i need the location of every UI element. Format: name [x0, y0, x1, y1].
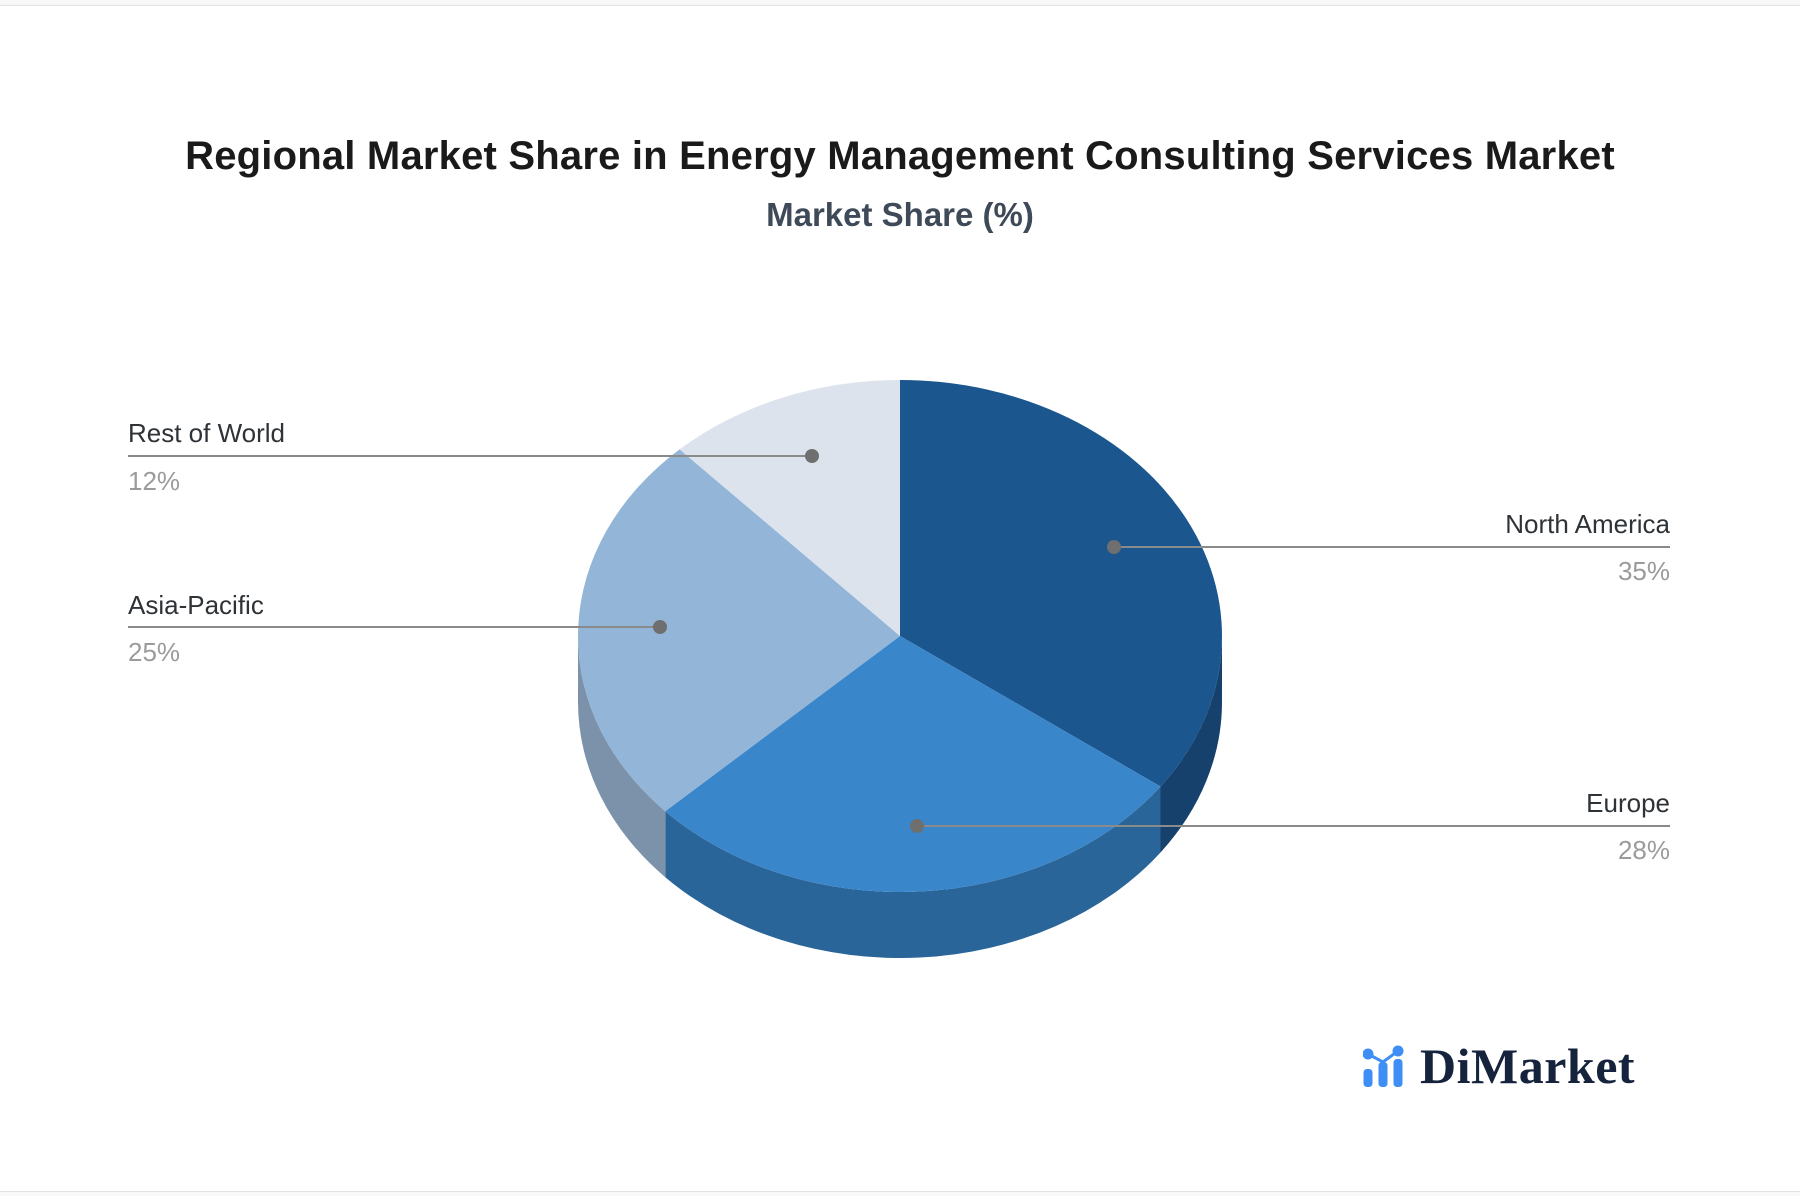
slice-label-rest-of-world: Rest of World: [128, 418, 286, 448]
pie-slice-side: [1160, 636, 1222, 853]
page-top-edge: [0, 0, 1800, 6]
pie-slice-asia-pacific[interactable]: [577, 449, 900, 812]
pie-slice-rest-of-world[interactable]: [679, 380, 900, 636]
slice-label-north-america: North America: [1505, 509, 1670, 539]
leader-dot-europe: [910, 819, 924, 833]
leader-line-europe: [917, 825, 1670, 827]
bar-chart-trend-icon: [1363, 1045, 1404, 1087]
leader-dot-asia-pacific: [653, 620, 667, 634]
dimarket-logo-text: DiMarket: [1420, 1038, 1636, 1094]
pie-slice-europe[interactable]: [665, 636, 1161, 892]
slice-percent-asia-pacific: 25%: [128, 637, 181, 667]
slice-percent-north-america: 35%: [1617, 556, 1670, 586]
slice-label-europe: Europe: [1586, 788, 1670, 818]
page-bottom-edge: [0, 1191, 1800, 1196]
slice-percent-europe: 28%: [1617, 835, 1670, 865]
pie-slice-side: [665, 786, 1161, 958]
slice-label-asia-pacific: Asia-Pacific: [128, 590, 264, 620]
slice-percent-rest-of-world: 12%: [128, 466, 181, 496]
leader-dot-rest-of-world: [805, 449, 819, 463]
chart-title: Regional Market Share in Energy Manageme…: [185, 134, 1615, 178]
pie-slice-side: [578, 636, 666, 878]
leader-line-rest-of-world: [128, 455, 812, 457]
leader-line-north-america: [1114, 546, 1670, 548]
dimarket-logo: DiMarket: [1363, 1038, 1635, 1094]
leader-dot-north-america: [1107, 540, 1121, 554]
pie-slice-north-america[interactable]: [900, 380, 1222, 787]
chart-subtitle: Market Share (%): [766, 196, 1034, 233]
leader-line-asia-pacific: [128, 626, 660, 628]
